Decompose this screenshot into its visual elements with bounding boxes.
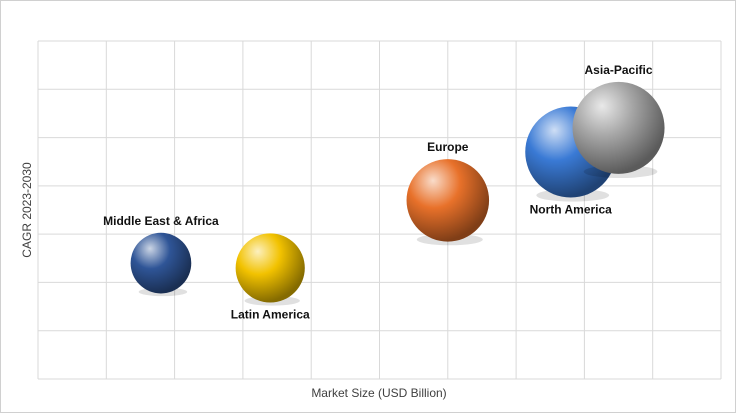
bubble-latin-america (235, 233, 305, 303)
bubble-labels: Middle East & Africa Latin America Europe N… (103, 63, 653, 322)
bubble-middle-east-africa (130, 232, 192, 294)
bubble-asia-pacific (572, 81, 665, 174)
bubble-label-asia-pacific: Asia-Pacific (585, 63, 653, 77)
bubbles (130, 81, 665, 306)
x-axis-label: Market Size (USD Billion) (311, 386, 446, 400)
bubble-label-latin-america: Latin America (231, 308, 310, 322)
bubble-europe (406, 159, 490, 242)
bubble-label-north-america: North America (530, 203, 613, 217)
y-axis-label: CAGR 2023-2030 (20, 162, 34, 258)
bubble-label-middle-east-africa: Middle East & Africa (103, 214, 219, 228)
bubble-label-europe: Europe (427, 140, 469, 154)
